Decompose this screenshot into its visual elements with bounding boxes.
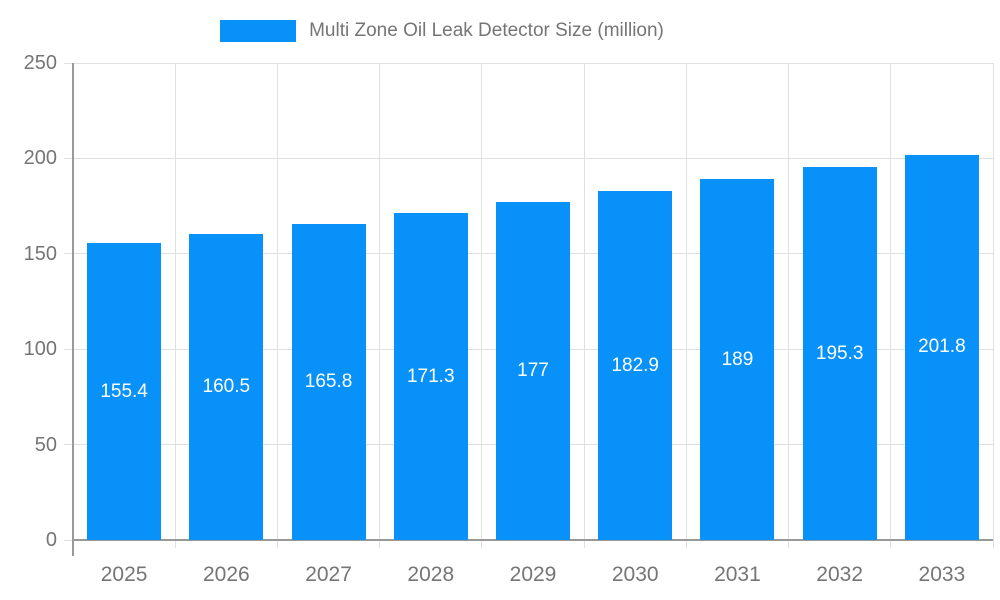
y-axis-tick (64, 444, 72, 446)
bar (87, 243, 162, 540)
y-gridline (73, 62, 993, 64)
bar (291, 223, 366, 540)
x-axis-label: 2026 (202, 563, 250, 586)
x-axis-label: 2030 (611, 563, 659, 586)
bar-value-label: 177 (517, 360, 549, 382)
legend: Multi Zone Oil Leak Detector Size (milli… (0, 16, 1000, 46)
x-axis-tick (379, 540, 381, 548)
x-gridline (379, 63, 381, 540)
x-axis-label: 2029 (509, 563, 557, 586)
x-axis-line (73, 539, 993, 541)
x-axis-tick (788, 540, 790, 548)
x-axis-label: 2027 (305, 563, 352, 586)
y-axis-label: 0 (45, 529, 57, 551)
legend-item[interactable]: Multi Zone Oil Leak Detector Size (milli… (220, 20, 664, 42)
y-axis-label: 50 (34, 433, 57, 456)
y-axis-label: 250 (23, 52, 57, 74)
bar (802, 167, 877, 540)
x-axis-tick (890, 540, 892, 548)
bar (393, 213, 468, 540)
bar (700, 179, 775, 540)
x-axis-tick (276, 540, 278, 548)
legend-swatch-icon (220, 20, 297, 42)
x-axis-tick (685, 540, 687, 548)
x-gridline (788, 63, 790, 540)
y-axis-label: 100 (23, 338, 57, 361)
bar-value-label: 182.9 (611, 354, 659, 376)
y-gridline (73, 157, 993, 159)
y-axis-line (72, 63, 74, 556)
x-axis-label: 2031 (714, 563, 761, 586)
y-axis-label: 200 (23, 147, 57, 170)
bar-value-label: 165.8 (304, 370, 353, 392)
x-gridline (890, 63, 892, 540)
x-axis-label: 2032 (816, 563, 864, 586)
x-gridline (481, 63, 483, 540)
y-axis-tick (64, 157, 72, 159)
x-gridline (583, 63, 585, 540)
x-axis-tick (992, 540, 994, 548)
bar (598, 191, 673, 540)
y-axis-tick (64, 253, 72, 255)
bar-value-label: 160.5 (202, 375, 251, 397)
y-axis-tick (64, 62, 72, 64)
bar-value-label: 201.8 (918, 336, 966, 358)
x-gridline (276, 63, 278, 540)
x-axis-label: 2033 (918, 563, 966, 586)
y-axis-tick (64, 539, 72, 541)
bar-value-label: 171.3 (406, 365, 455, 387)
x-axis-tick (481, 540, 483, 548)
legend-label: Multi Zone Oil Leak Detector Size (milli… (309, 20, 664, 41)
bar (496, 202, 570, 540)
x-axis-tick (583, 540, 585, 548)
x-axis-label: 2025 (100, 563, 148, 586)
x-gridline (174, 63, 176, 540)
bar-value-label: 189 (721, 348, 754, 370)
x-axis-tick (174, 540, 176, 548)
bar (904, 154, 979, 540)
bar (189, 233, 264, 540)
x-gridline (685, 63, 687, 540)
x-axis-label: 2028 (407, 563, 455, 586)
bar-value-label: 195.3 (815, 342, 864, 364)
y-axis-label: 150 (23, 242, 57, 265)
bar-value-label: 155.4 (100, 380, 148, 402)
x-gridline (992, 63, 994, 540)
y-axis-tick (64, 348, 72, 350)
